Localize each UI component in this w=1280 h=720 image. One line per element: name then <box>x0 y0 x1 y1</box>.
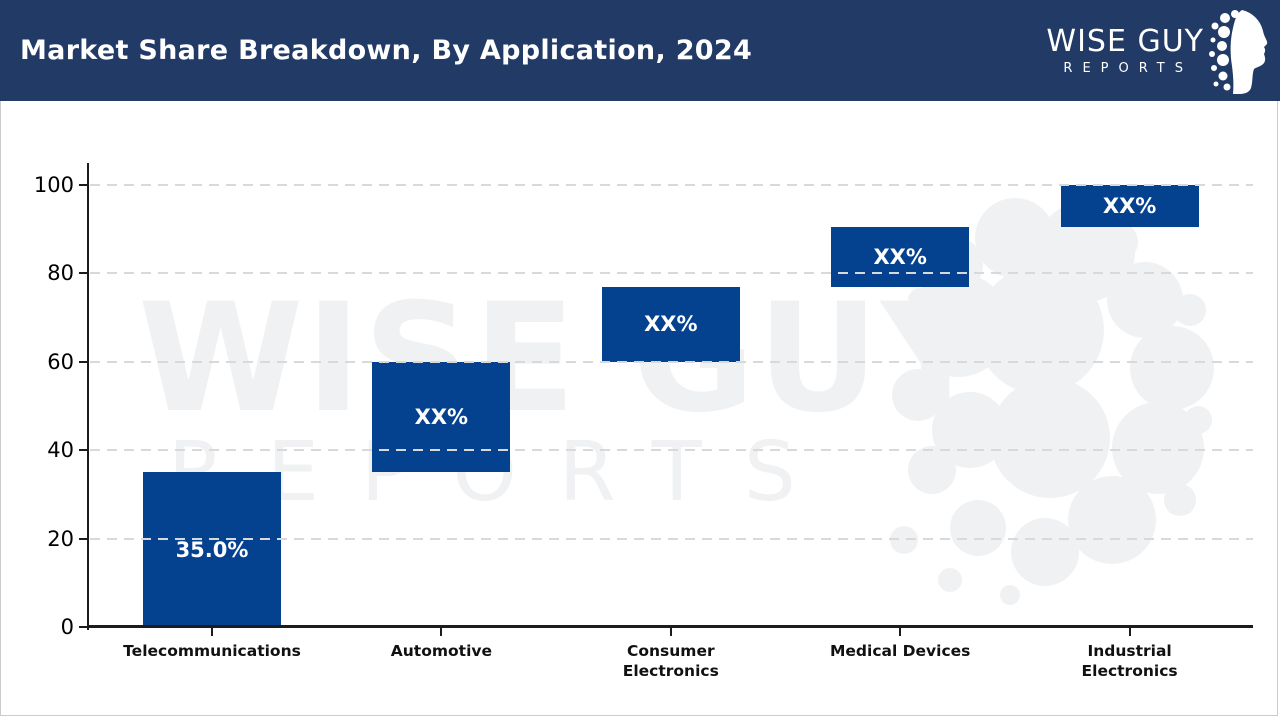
gridline-100 <box>90 184 1253 186</box>
y-tick-40 <box>79 449 88 452</box>
bar-telecommunications: 35.0% <box>143 472 281 627</box>
y-tick-20 <box>79 537 88 540</box>
y-tick-label-0: 0 <box>60 615 74 639</box>
x-tick-4 <box>899 628 902 636</box>
brand-logo-text: WISE GUY REPORTS <box>1046 23 1204 76</box>
bar-value-label: XX% <box>644 312 698 337</box>
header-bar: Market Share Breakdown, By Application, … <box>0 0 1280 101</box>
bar-industrial-electronics: XX% <box>1060 185 1199 227</box>
y-tick-label-100: 100 <box>33 173 74 197</box>
gridline-40 <box>90 449 1253 452</box>
gridline-20 <box>90 537 1253 540</box>
y-tick-60 <box>79 360 88 363</box>
x-tick-label-line: Medical Devices <box>829 642 971 660</box>
watermark-text: WISE GUY <box>138 272 992 446</box>
y-tick-label-40: 40 <box>47 438 74 463</box>
gridline-80 <box>90 272 1253 275</box>
x-axis-line <box>88 625 1253 628</box>
x-tick-label-line: Industrial <box>1087 642 1172 660</box>
x-tick-label-line: Telecommunications <box>123 642 301 660</box>
bar-consumer-electronics: XX% <box>601 286 740 362</box>
x-tick-label-line: Automotive <box>390 642 492 660</box>
y-tick-label-20: 20 <box>47 526 74 551</box>
brand-tagline: REPORTS <box>1063 60 1194 76</box>
y-tick-label-80: 80 <box>47 261 74 286</box>
x-tick-label-line: Electronics <box>1081 662 1178 680</box>
x-tick-label-3: Consumer Electronics <box>556 641 786 681</box>
bar-automotive: XX% <box>372 361 511 473</box>
brand-name: WISE GUY <box>1046 23 1204 59</box>
bar-value-label: XX% <box>1102 193 1157 218</box>
chart-title: Market Share Breakdown, By Application, … <box>20 35 753 66</box>
x-tick-label-1: Telecommunications <box>97 641 327 661</box>
y-tick-80 <box>79 272 88 275</box>
bar-value-label: XX% <box>414 405 469 430</box>
bar-medical-devices: XX% <box>831 226 970 287</box>
y-tick-0 <box>79 626 88 628</box>
brand-head-icon <box>1209 9 1268 94</box>
x-tick-label-2: Automotive <box>326 641 556 661</box>
x-tick-1 <box>211 628 213 636</box>
y-tick-label-60: 60 <box>47 349 74 374</box>
y-tick-100 <box>79 184 88 186</box>
x-tick-5 <box>1128 628 1131 636</box>
x-tick-label-line: Consumer <box>626 642 715 660</box>
bar-value-label: XX% <box>873 244 927 269</box>
gridline-60 <box>90 360 1253 363</box>
x-tick-3 <box>669 628 672 636</box>
x-tick-label-5: Industrial Electronics <box>1015 641 1245 681</box>
x-tick-2 <box>440 628 443 636</box>
bar-value-label: 35.0% <box>175 537 249 562</box>
brand-logo: WISE GUY REPORTS <box>1046 0 1270 101</box>
x-tick-label-4: Medical Devices <box>785 641 1015 661</box>
x-tick-label-line: Electronics <box>622 662 719 680</box>
y-axis-line <box>87 163 89 630</box>
